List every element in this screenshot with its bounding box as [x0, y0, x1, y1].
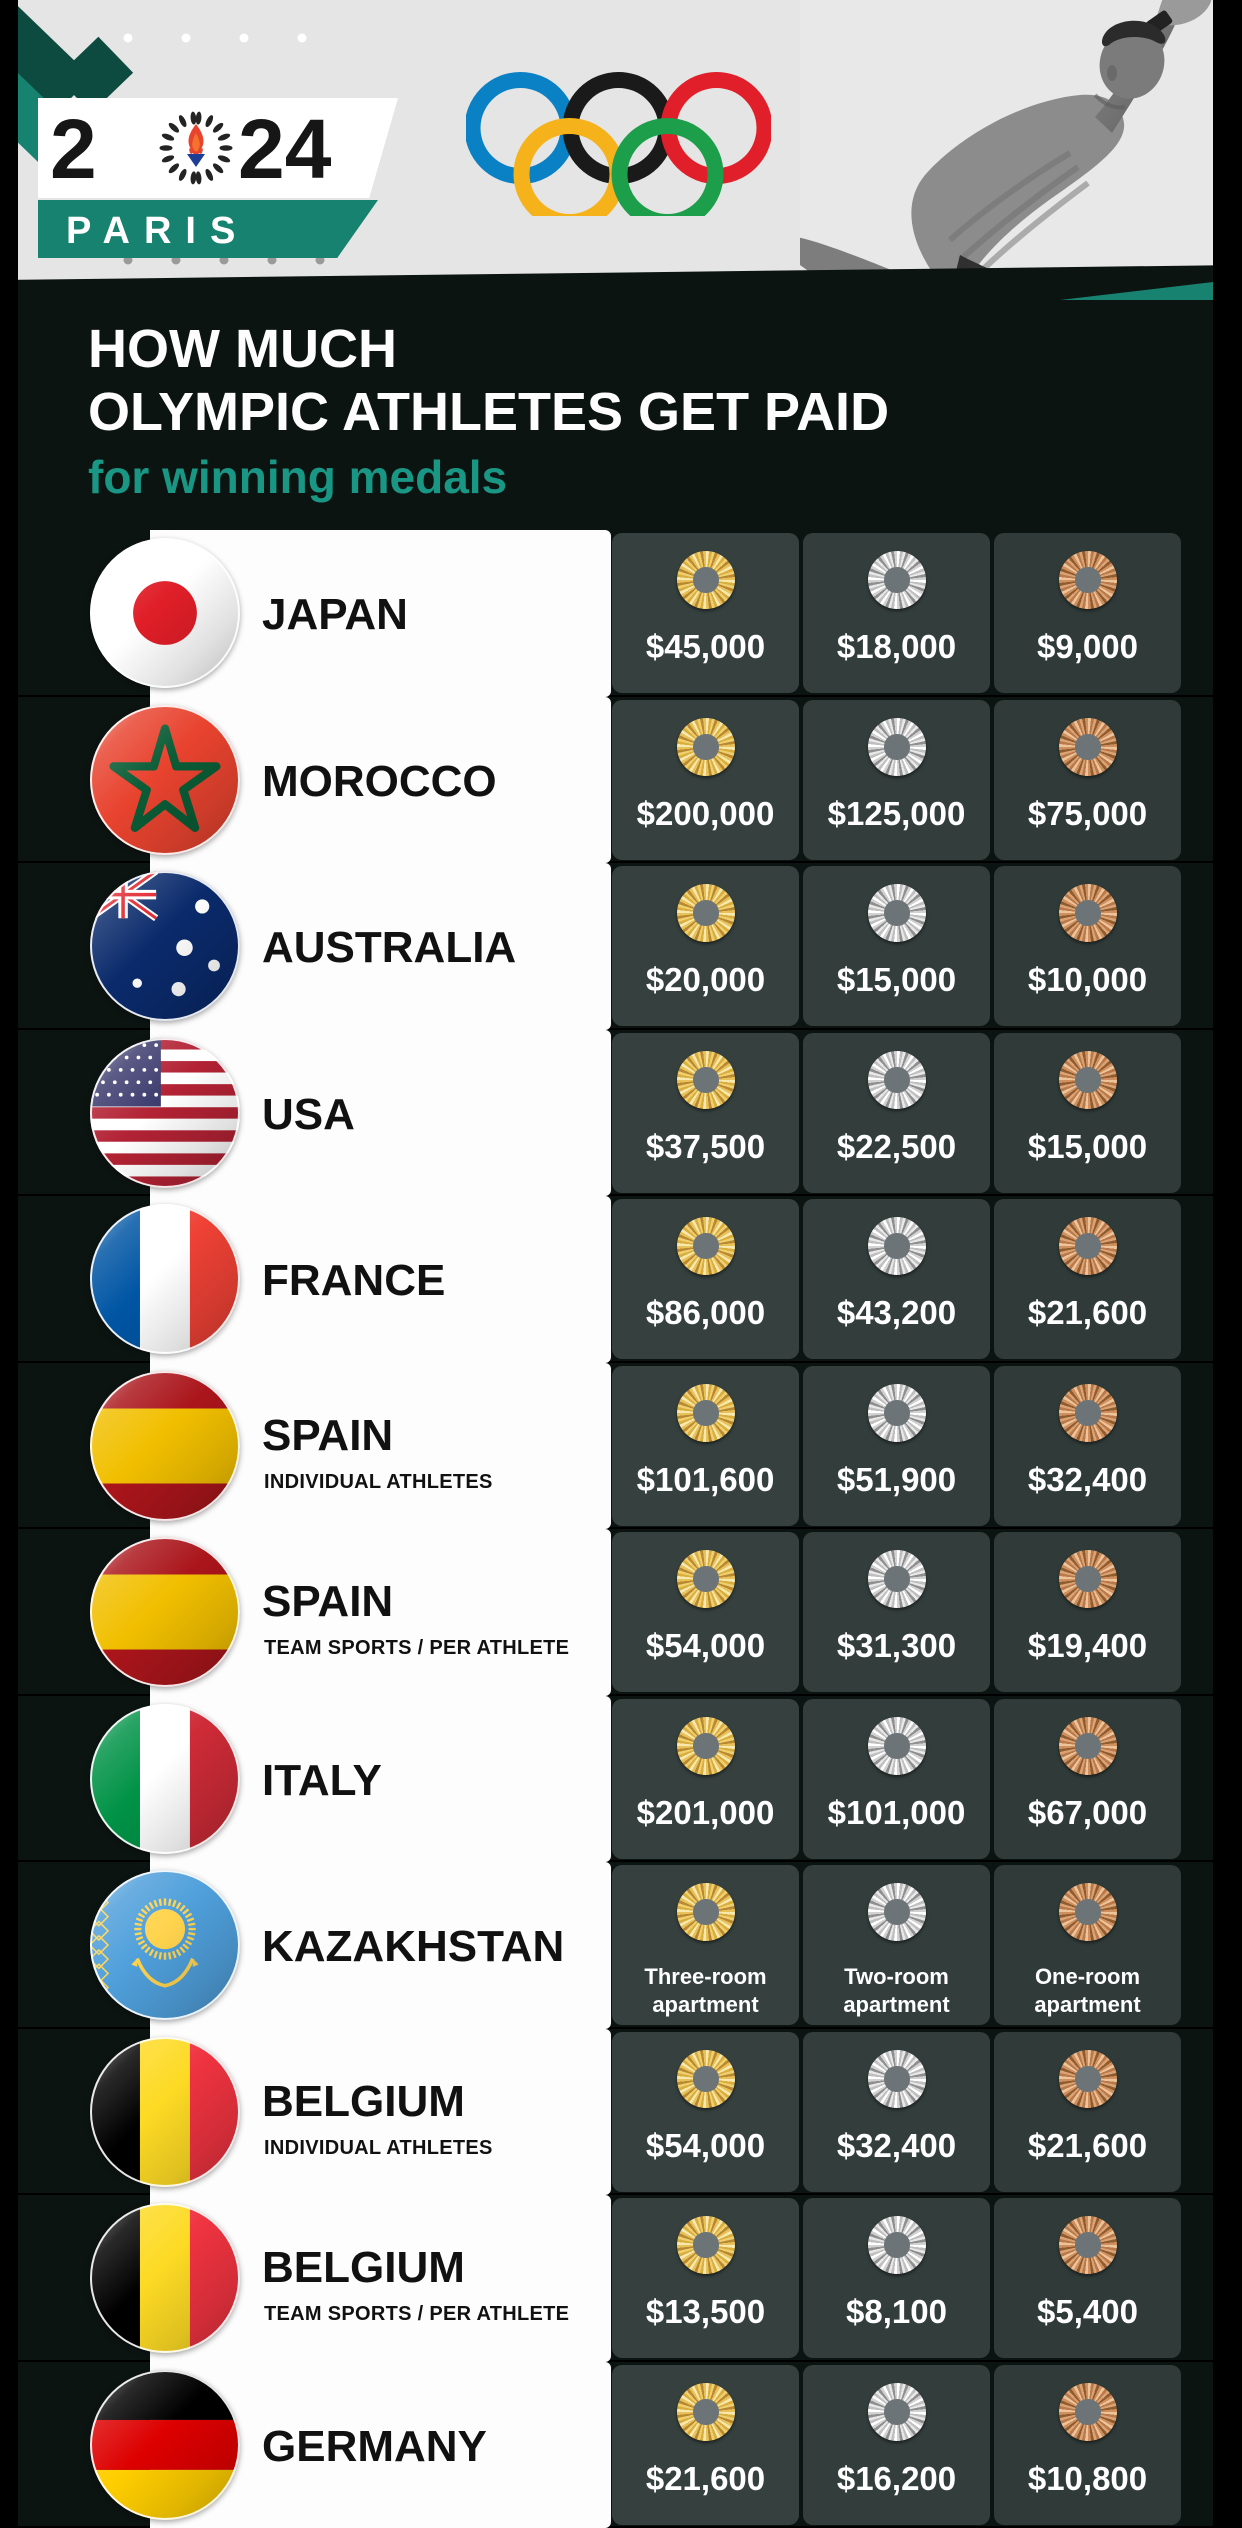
svg-text:2: 2 — [50, 102, 97, 196]
svg-text:24: 24 — [238, 102, 332, 196]
